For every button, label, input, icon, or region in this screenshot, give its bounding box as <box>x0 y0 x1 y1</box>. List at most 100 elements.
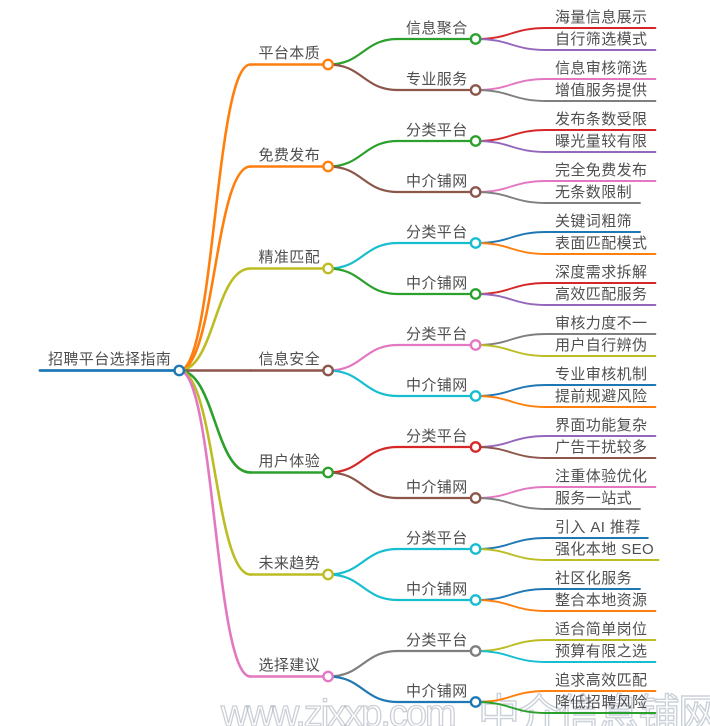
node-label-root-0-0-0[interactable]: 海量信息展示 <box>555 8 648 26</box>
branch-link-root-0-0-1 <box>474 38 548 51</box>
watermark-url-text: www.zjxxp.com <box>220 693 457 726</box>
connector-dot-root-4-1[interactable] <box>469 492 482 504</box>
node-label-root-3[interactable]: 信息安全 <box>258 351 321 368</box>
branch-link-root-6-0-1 <box>474 650 548 663</box>
connector-dot-root-0-1[interactable] <box>469 84 482 96</box>
branch-link-root-4 <box>177 369 252 474</box>
connector-dot-root-5[interactable] <box>322 568 334 581</box>
node-label-root-0-0-1[interactable]: 自行筛选模式 <box>555 30 648 48</box>
node-label-root-6[interactable]: 选择建议 <box>258 657 321 674</box>
node-label-root-6-0[interactable]: 分类平台 <box>406 631 468 649</box>
branch-link-root-6-0 <box>327 649 400 678</box>
connector-dot-root-4[interactable] <box>322 466 334 479</box>
connector-dot-root-1[interactable] <box>322 160 334 173</box>
branch-link-root-4-1 <box>327 471 400 500</box>
node-label-root-6-0-1[interactable]: 预算有限之选 <box>555 642 648 660</box>
branch-link-root-5-0 <box>327 547 400 576</box>
node-label-root-5-0-1[interactable]: 强化本地 SEO <box>555 540 655 558</box>
branch-link-root-2 <box>177 267 252 372</box>
node-label-root-2-1[interactable]: 中介铺网 <box>406 274 468 292</box>
node-label-root-1-1-1[interactable]: 无条数限制 <box>555 183 633 201</box>
node-label-root-3-0[interactable]: 分类平台 <box>406 325 468 343</box>
node-label-root-5-1-0[interactable]: 社区化服务 <box>555 569 633 587</box>
node-label-root-5-1-1[interactable]: 整合本地资源 <box>555 591 648 609</box>
node-label-root-2-0[interactable]: 分类平台 <box>406 223 468 241</box>
branch-link-root-5 <box>177 369 252 576</box>
node-label-root-1-1-0[interactable]: 完全免费发布 <box>555 161 648 179</box>
connector-dot-root-3-0[interactable] <box>469 339 482 351</box>
branch-link-root-6-1-1 <box>474 701 548 714</box>
node-label-root-3-0-0[interactable]: 审核力度不一 <box>555 314 648 332</box>
branch-link-root-3-1 <box>327 369 400 398</box>
node-label-root-0-1-0[interactable]: 信息审核筛选 <box>555 59 648 77</box>
node-label-root-0[interactable]: 平台本质 <box>258 45 321 62</box>
node-label-root-4-0-1[interactable]: 广告干扰较多 <box>555 438 648 456</box>
node-label-root-1-0-1[interactable]: 曝光量较有限 <box>555 132 648 150</box>
branch-link-root-1-0-1 <box>474 140 548 153</box>
branch-link-root-0-0 <box>327 37 400 66</box>
connector-dot-root-0[interactable] <box>322 58 334 71</box>
node-label-root-2[interactable]: 精准匹配 <box>258 249 321 266</box>
node-label-root-1-1[interactable]: 中介铺网 <box>406 172 468 190</box>
connector-dot-root-6[interactable] <box>322 670 334 683</box>
connector-dot-root-6-0[interactable] <box>469 645 482 657</box>
node-label-root-4[interactable]: 用户体验 <box>258 453 321 470</box>
node-label-root-2-1-0[interactable]: 深度需求拆解 <box>555 263 648 281</box>
connector-dot-root-2-1[interactable] <box>469 288 482 300</box>
node-label-root[interactable]: 招聘平台选择指南 <box>48 351 172 368</box>
node-label-root-1-0-0[interactable]: 发布条数受限 <box>555 110 648 128</box>
connector-dot-root-5-1[interactable] <box>469 594 482 606</box>
connector-dot-root-2-0[interactable] <box>469 237 482 249</box>
node-label-root-3-1[interactable]: 中介铺网 <box>406 376 468 394</box>
node-label-root-5-0-0[interactable]: 引入 AI 推荐 <box>555 518 641 536</box>
branch-link-root-4-0 <box>327 445 400 474</box>
node-label-root-3-1-0[interactable]: 专业审核机制 <box>555 365 648 383</box>
node-label-root-5-0[interactable]: 分类平台 <box>406 529 468 547</box>
branch-link-root-4-0-1 <box>474 446 548 459</box>
connector-dot-root-2[interactable] <box>322 262 334 275</box>
branch-link-root-1-1 <box>327 165 400 194</box>
branch-link-root-5-1 <box>327 573 400 602</box>
node-label-root-2-0-0[interactable]: 关键词粗筛 <box>555 212 633 230</box>
branch-link-root-3-0 <box>327 343 400 372</box>
branch-link-root-1-1-1 <box>474 191 548 204</box>
node-label-root-0-1-1[interactable]: 增值服务提供 <box>555 81 648 99</box>
node-label-root-6-0-0[interactable]: 适合简单岗位 <box>555 620 648 638</box>
node-label-root-4-1-0[interactable]: 注重体验优化 <box>555 467 648 485</box>
connector-dot-root-1-0[interactable] <box>469 135 482 147</box>
connector-dot-root-4-0[interactable] <box>469 441 482 453</box>
node-label-root-0-1[interactable]: 专业服务 <box>406 70 468 88</box>
branch-link-root-1 <box>177 165 252 372</box>
node-label-root-1-0[interactable]: 分类平台 <box>406 121 468 139</box>
connector-dot-root-3-1[interactable] <box>469 390 482 402</box>
node-label-root-1[interactable]: 免费发布 <box>258 147 321 164</box>
node-label-root-5[interactable]: 未来趋势 <box>258 555 321 572</box>
node-label-root-4-1[interactable]: 中介铺网 <box>406 478 468 496</box>
node-label-root-5-1[interactable]: 中介铺网 <box>406 580 468 598</box>
node-label-root-6-1-1[interactable]: 降低招聘风险 <box>555 693 648 711</box>
node-label-root-0-0[interactable]: 信息聚合 <box>406 19 468 37</box>
connector-dot-root-1-1[interactable] <box>469 186 482 198</box>
connector-dot-root-6-1[interactable] <box>469 696 482 708</box>
node-label-root-2-1-1[interactable]: 高效匹配服务 <box>555 285 648 303</box>
connector-dot-root-0-0[interactable] <box>469 33 482 45</box>
connector-dot-root-5-0[interactable] <box>469 543 482 555</box>
node-label-root-3-1-1[interactable]: 提前规避风险 <box>555 387 648 405</box>
branch-link-root-6-1 <box>327 675 400 704</box>
node-label-root-4-1-1[interactable]: 服务一站式 <box>555 489 633 507</box>
branch-link-root-2-1-1 <box>474 293 548 306</box>
node-label-root-2-0-1[interactable]: 表面匹配模式 <box>555 234 648 252</box>
node-label-root-4-0[interactable]: 分类平台 <box>406 427 468 445</box>
branch-link-root-3-1-1 <box>474 395 548 408</box>
node-label-root-6-1-0[interactable]: 追求高效匹配 <box>555 671 648 689</box>
connector-dot-root[interactable] <box>173 364 186 377</box>
node-label-root-3-0-1[interactable]: 用户自行辨伪 <box>555 336 648 354</box>
node-label-root-4-0-0[interactable]: 界面功能复杂 <box>555 416 648 434</box>
branch-link-root-6 <box>177 369 252 678</box>
node-label-root-6-1[interactable]: 中介铺网 <box>406 682 468 700</box>
branch-link-root-3-0-1 <box>474 344 548 357</box>
connector-dot-root-3[interactable] <box>322 364 334 377</box>
branch-link-root-4-1-1 <box>474 497 548 510</box>
branch-link-root-2-0 <box>327 241 400 270</box>
